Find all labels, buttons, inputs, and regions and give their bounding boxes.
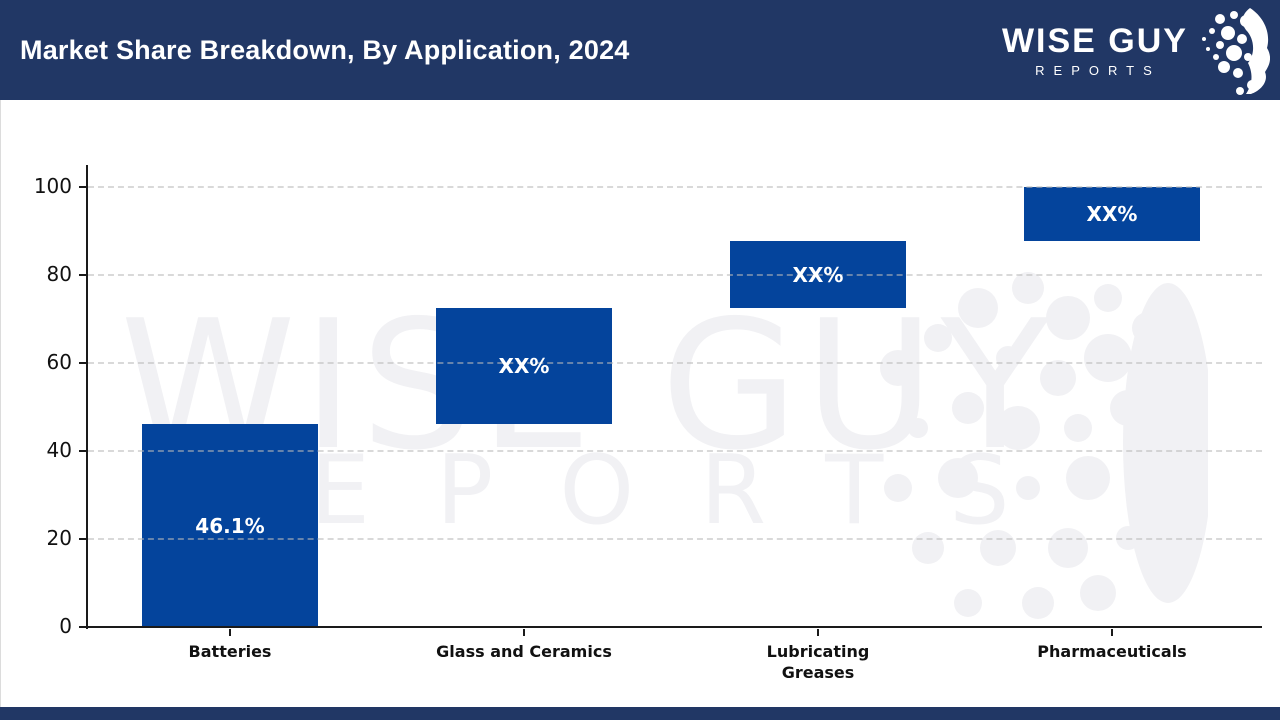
gridline: [88, 450, 1262, 452]
y-axis-tick: [79, 450, 88, 452]
gridline: [88, 538, 1262, 540]
y-axis-line: [86, 165, 88, 629]
x-axis-tick: [817, 629, 819, 636]
y-axis-tick: [79, 538, 88, 540]
bar-value-label: XX%: [792, 262, 844, 287]
plot-area: WISE GUY REPORTS 0 20 40 60 80 100 46.1% Batter…: [0, 100, 1280, 707]
bar-value-label: 46.1%: [195, 513, 265, 538]
x-axis-tick: [229, 629, 231, 636]
x-category-label: Batteries: [188, 642, 272, 661]
content-left-border: [0, 100, 1, 707]
x-category-label: Glass and Ceramics: [436, 642, 612, 661]
bar: [436, 308, 612, 425]
brand-name: WISE GUY: [1001, 22, 1188, 60]
brand-logo: WISE GUY REPORTS: [1002, 5, 1270, 95]
header-band: Market Share Breakdown, By Application, …: [0, 0, 1280, 100]
bar: [142, 424, 318, 627]
chart-title: Market Share Breakdown, By Application, …: [20, 34, 630, 65]
y-axis-tick-label: 80: [46, 262, 72, 286]
x-axis-tick: [1111, 629, 1113, 636]
gridline: [88, 274, 1262, 276]
gridline: [88, 186, 1262, 188]
footer-band: [0, 707, 1280, 720]
y-axis-tick-label: 20: [46, 526, 72, 550]
y-axis-tick-label: 100: [33, 174, 72, 198]
watermark-head-dots: [880, 272, 1208, 619]
bar-value-label: XX%: [498, 354, 550, 379]
x-axis-tick: [523, 629, 525, 636]
x-category-label: Pharmaceuticals: [1037, 642, 1187, 661]
y-axis-tick: [79, 274, 88, 276]
y-axis-tick-label: 40: [46, 438, 72, 462]
y-axis-tick: [79, 362, 88, 364]
bar-value-label: XX%: [1086, 202, 1138, 227]
x-category-label: Lubricating Greases: [766, 642, 870, 682]
x-axis-line: [86, 626, 1262, 628]
y-axis-tick-label: 60: [46, 350, 72, 374]
brand-subname: REPORTS: [1035, 63, 1161, 78]
bar: [1024, 187, 1200, 242]
y-axis-tick: [79, 186, 88, 188]
y-axis-tick-label: 0: [59, 614, 72, 638]
gridline: [88, 362, 1262, 364]
y-axis-tick: [79, 626, 88, 628]
brand-head-dots-icon: [1202, 8, 1270, 95]
